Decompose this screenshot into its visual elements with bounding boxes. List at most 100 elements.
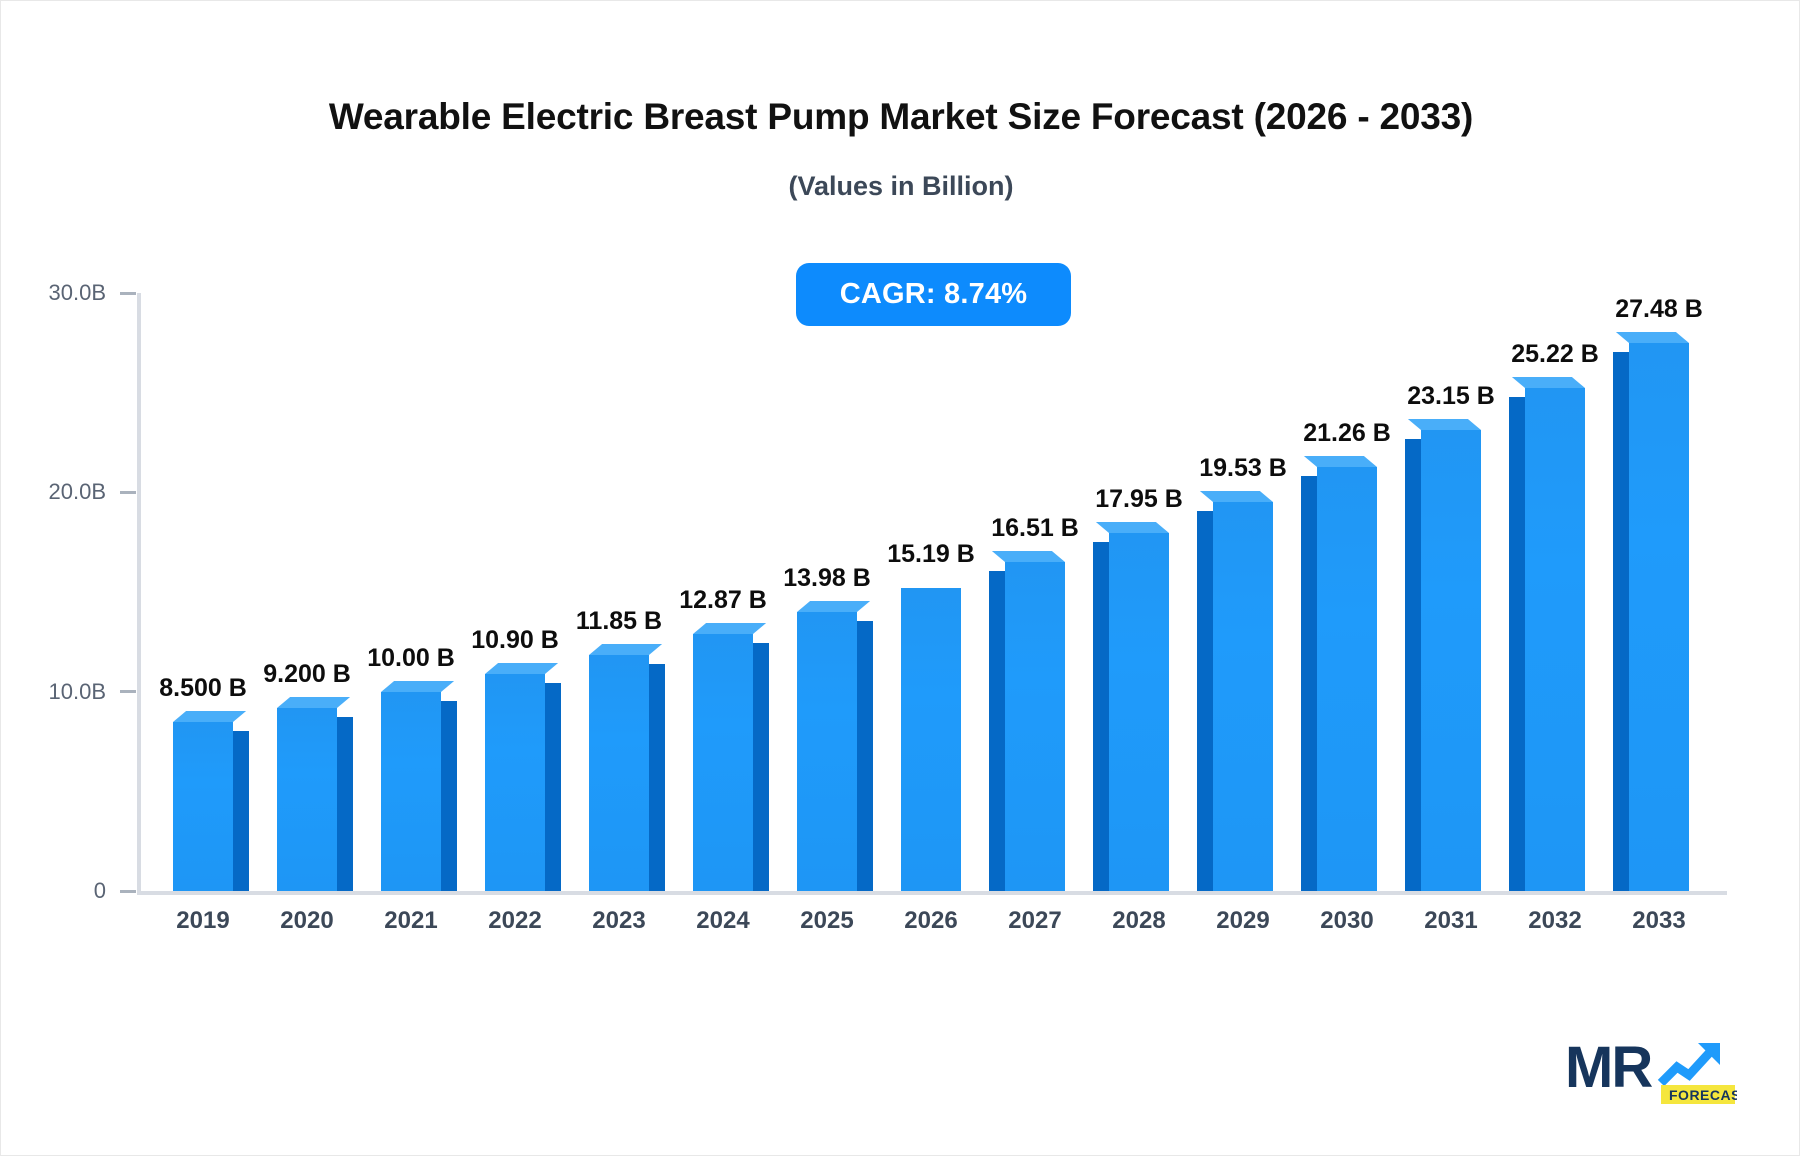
bar-top-face [1303,456,1378,468]
chart-title: Wearable Electric Breast Pump Market Siz… [328,96,1474,137]
bar-value-label: 13.98 B [783,564,871,593]
bar-side-face [1612,352,1629,891]
bar-front-face [1524,388,1586,891]
bar-front-face [796,612,858,891]
x-axis-label: 2027 [1008,907,1062,934]
bar-column[interactable] [900,293,962,891]
bar-column[interactable] [380,293,458,891]
bar-side-face [1196,510,1213,891]
bar-column[interactable] [1508,293,1586,891]
x-axis-label: 2032 [1528,907,1582,934]
svg-text:MR: MR [1565,1035,1652,1100]
y-axis-tick: 30.0B [11,280,136,306]
bar-column[interactable] [1196,293,1274,891]
bar-side-face [988,570,1005,891]
bar-series: 8.500 B 9.200 B 10.00 B 10.90 B 11.85 B 12.87… [151,293,1711,891]
bar-front-face [1004,561,1066,891]
bar-top-face [1199,490,1274,502]
bar-column[interactable] [1092,293,1170,891]
bar-side-face [337,716,354,891]
bar-top-face [796,601,871,613]
bar-value-label: 21.26 B [1303,419,1391,448]
bar-front-face [172,721,234,891]
x-axis-label: 2026 [904,907,958,934]
bar-side-face [441,700,458,891]
y-axis-tick-mark [120,490,136,494]
bar-front-face [380,691,442,891]
x-axis-label: 2022 [488,907,542,934]
bar-front-face [1628,343,1690,891]
bar-side-face [545,682,562,891]
y-axis-tick-label: 30.0B [48,280,107,305]
y-axis-line [137,293,141,893]
y-axis-tick: 0 [11,878,136,904]
bar-value-label: 17.95 B [1095,485,1183,514]
x-axis-label: 2030 [1320,907,1374,934]
y-axis-tick-mark [120,690,136,694]
bar-value-label: 16.51 B [991,513,1079,542]
bar-column[interactable] [172,293,250,891]
bar-side-face [1404,438,1421,891]
bar-side-face [1508,397,1525,891]
bar-value-label: 27.48 B [1615,295,1703,324]
bar-side-face [649,663,666,891]
y-axis-tick-mark [120,889,136,893]
chart-subtitle: (Values in Billion) [788,171,1014,201]
bar-top-face [692,623,767,635]
bar-top-face [380,680,455,692]
bar-front-face [1108,533,1170,891]
x-axis-line [137,891,1727,895]
y-axis-tick-label: 20.0B [48,479,107,505]
bar-front-face [692,634,754,891]
y-axis-tick: 20.0B [11,479,136,505]
bar-top-face [588,643,663,655]
svg-text:FORECAST: FORECAST [1669,1087,1737,1103]
x-axis-label: 2031 [1424,907,1478,934]
bar-top-face [276,696,351,708]
cagr-badge: CAGR: 8.74% [796,263,1071,326]
logo-icon: MR FORECAST [1565,1035,1750,1104]
bar-top-face [1095,522,1170,534]
bar-side-face [857,621,874,891]
x-axis-label: 2025 [800,907,854,934]
bar-column[interactable] [588,293,666,891]
bar-top-face [172,710,247,722]
bar-column[interactable] [1404,293,1482,891]
y-axis-tick-label: 0 [93,878,106,903]
bar-value-label: 10.00 B [367,643,455,672]
y-axis-tick-label: 10.0B [48,678,107,704]
bar-column[interactable] [796,293,874,891]
bar-column[interactable] [988,293,1066,891]
x-axis-label: 2023 [592,907,646,934]
bar-front-face [900,588,962,891]
x-axis-label: 2024 [696,907,750,934]
bar-top-face [1615,332,1690,344]
x-axis-label: 2019 [176,907,230,934]
bar-value-label: 10.90 B [471,625,559,654]
bar-top-face [1407,418,1482,430]
bar-value-label: 11.85 B [575,606,663,635]
bar-side-face [753,643,770,891]
bar-column[interactable] [276,293,354,891]
bar-column[interactable] [692,293,770,891]
bar-front-face [1212,501,1274,891]
bar-value-label: 25.22 B [1511,340,1599,369]
x-axis-label: 2021 [384,907,438,934]
y-axis-tick: 10.0B [11,679,136,705]
bar-top-face [991,550,1066,562]
bar-side-face [1092,542,1109,891]
bar-column[interactable] [1300,293,1378,891]
bar-value-label: 19.53 B [1199,453,1287,482]
bar-side-face [233,730,250,891]
bar-side-face [1300,476,1317,891]
x-axis-label: 2028 [1112,907,1166,934]
mr-forecast-logo: MR FORECAST [1565,1029,1750,1107]
bar-front-face [276,707,338,891]
x-axis-label: 2033 [1632,907,1686,934]
bar-front-face [1316,467,1378,891]
bar-column[interactable] [484,293,562,891]
bar-top-face [1511,377,1586,389]
bar-column[interactable] [1612,293,1690,891]
bar-front-face [588,654,650,891]
